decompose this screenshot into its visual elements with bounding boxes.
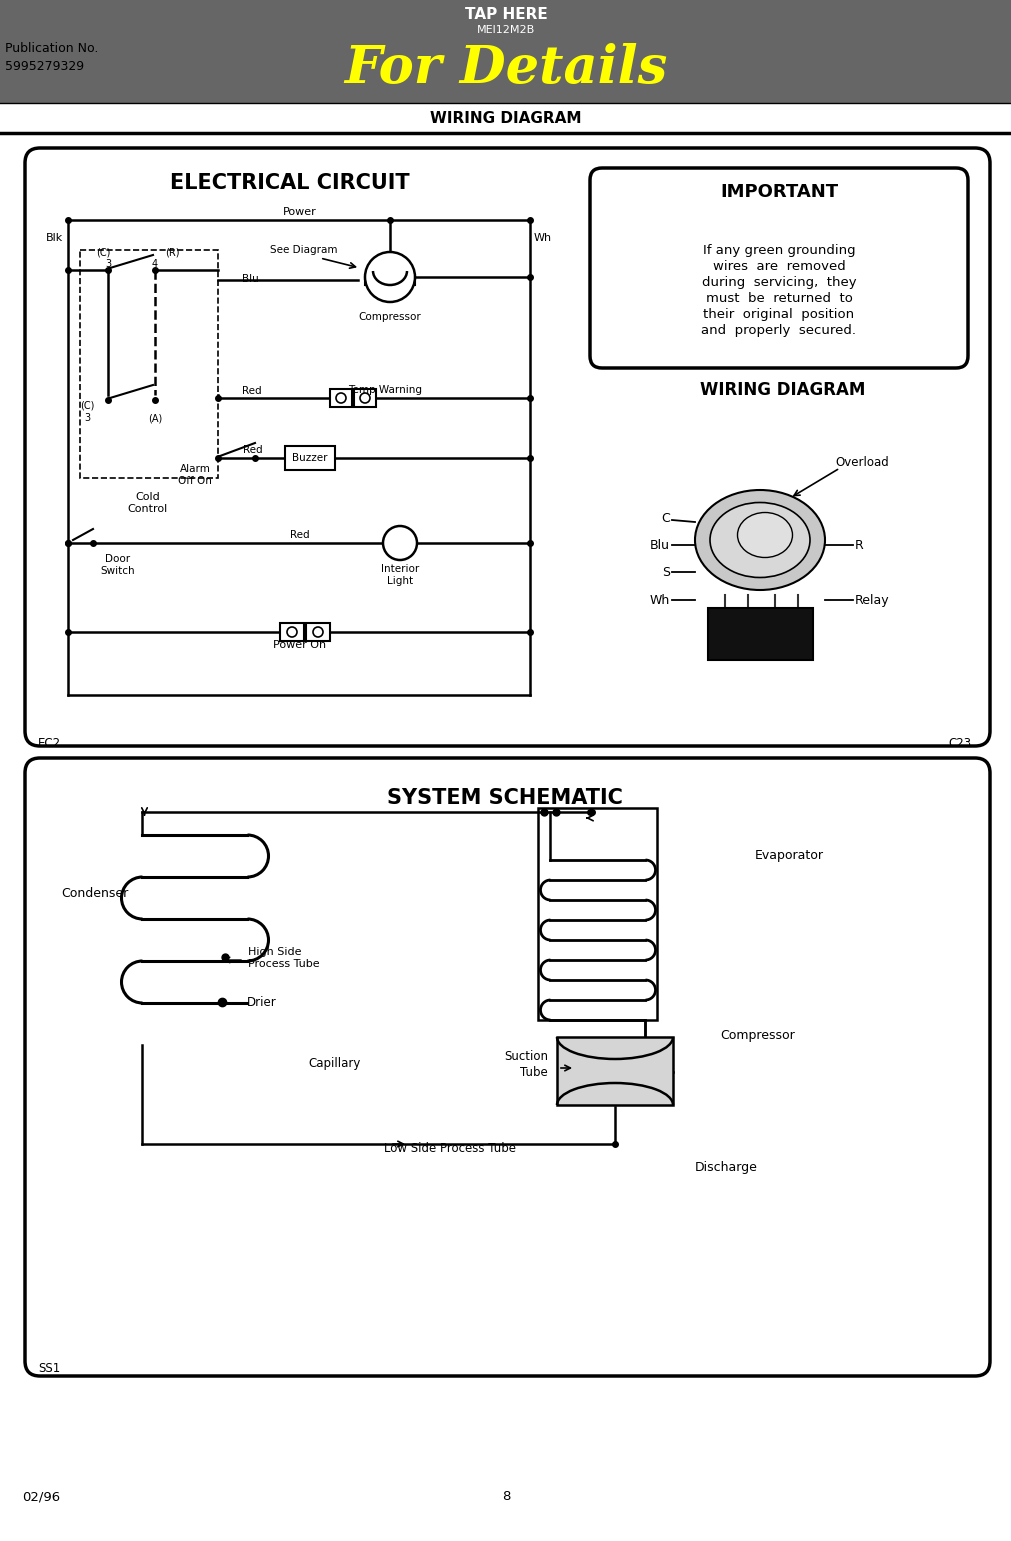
Text: 3: 3 [105, 259, 111, 270]
Text: High Side
Process Tube: High Side Process Tube [248, 946, 319, 969]
Text: 3: 3 [84, 413, 90, 422]
Bar [285, 445, 335, 470]
Text: Condenser: Condenser [62, 886, 128, 900]
Text: SS1: SS1 [38, 1362, 61, 1375]
Text: C: C [660, 512, 669, 524]
Circle shape [336, 393, 346, 404]
Text: Blu: Blu [242, 274, 259, 284]
Ellipse shape [710, 502, 809, 578]
Text: S: S [661, 566, 669, 578]
Text: (A): (A) [148, 413, 162, 422]
Text: WIRING DIAGRAM: WIRING DIAGRAM [430, 111, 581, 125]
Text: Door
Switch: Door Switch [100, 553, 135, 576]
Text: 02/96: 02/96 [22, 1490, 60, 1504]
Circle shape [312, 627, 323, 636]
Text: Relay: Relay [854, 593, 889, 607]
Bar [708, 609, 812, 660]
Circle shape [360, 393, 370, 404]
Text: 4: 4 [152, 259, 158, 270]
Text: See Diagram: See Diagram [270, 245, 337, 254]
Ellipse shape [695, 490, 824, 590]
Bar [280, 623, 303, 641]
Bar [305, 623, 330, 641]
Text: Compressor: Compressor [719, 1028, 794, 1042]
Text: Drier: Drier [247, 995, 276, 1008]
Text: (C): (C) [96, 247, 110, 257]
Bar [0, 0, 1011, 103]
Text: Suction
Tube: Suction Tube [503, 1051, 548, 1080]
Text: Publication No.: Publication No. [5, 42, 98, 54]
Text: Red: Red [243, 445, 263, 455]
Text: Cold
Control: Cold Control [127, 492, 168, 515]
Text: (R): (R) [165, 247, 179, 257]
Bar [330, 388, 352, 407]
Text: Wh: Wh [534, 233, 552, 243]
Text: Evaporator: Evaporator [754, 849, 823, 861]
Text: ELECTRICAL CIRCUIT: ELECTRICAL CIRCUIT [170, 173, 409, 193]
Text: R: R [854, 538, 863, 552]
Text: Red: Red [290, 530, 309, 539]
Text: TAP HERE: TAP HERE [464, 6, 547, 22]
Text: Alarm
Off On: Alarm Off On [178, 464, 211, 487]
Bar [80, 250, 217, 478]
Text: Blu: Blu [649, 538, 669, 552]
Text: Blk: Blk [47, 233, 64, 243]
Text: 8: 8 [501, 1490, 510, 1504]
Text: SYSTEM SCHEMATIC: SYSTEM SCHEMATIC [386, 787, 623, 807]
Ellipse shape [737, 513, 792, 558]
Text: C23: C23 [948, 737, 971, 749]
Text: WIRING DIAGRAM: WIRING DIAGRAM [700, 381, 864, 399]
Text: Temp Warning: Temp Warning [348, 385, 422, 394]
Text: Power On: Power On [273, 640, 327, 650]
FancyBboxPatch shape [25, 758, 989, 1376]
Text: Discharge: Discharge [695, 1162, 757, 1174]
Text: Compressor: Compressor [358, 311, 421, 322]
Text: Buzzer: Buzzer [292, 453, 328, 462]
Bar [556, 1037, 672, 1105]
Text: Power: Power [283, 206, 316, 217]
Text: EC2: EC2 [38, 737, 61, 749]
Text: Low Side Process Tube: Low Side Process Tube [383, 1142, 516, 1154]
Text: If any green grounding
wires  are  removed
during  servicing,  they
must  be  re: If any green grounding wires are removed… [701, 243, 855, 336]
Text: Overload: Overload [834, 456, 888, 468]
FancyBboxPatch shape [589, 168, 968, 368]
Text: Red: Red [242, 385, 262, 396]
Text: Interior
Light: Interior Light [380, 564, 419, 586]
Bar [0, 103, 1011, 133]
Bar [354, 388, 376, 407]
Text: Capillary: Capillary [308, 1057, 361, 1069]
Text: For Details: For Details [344, 43, 667, 94]
Circle shape [382, 525, 417, 559]
Text: (C): (C) [80, 401, 94, 410]
Text: 5995279329: 5995279329 [5, 60, 84, 72]
FancyBboxPatch shape [25, 148, 989, 746]
Circle shape [365, 253, 415, 302]
Text: Wh: Wh [649, 593, 669, 607]
Text: MEl12M2B: MEl12M2B [476, 25, 535, 35]
Text: IMPORTANT: IMPORTANT [719, 183, 837, 200]
Circle shape [287, 627, 296, 636]
Bar [538, 807, 657, 1020]
